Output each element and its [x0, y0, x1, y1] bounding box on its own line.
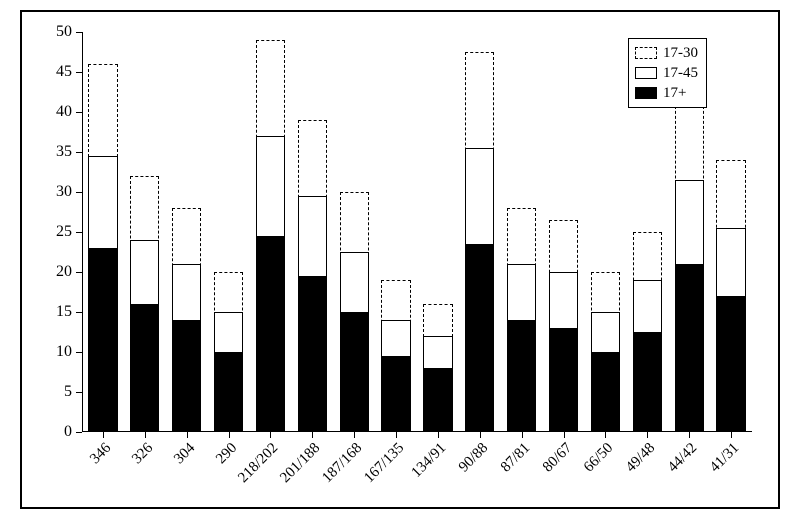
y-tick — [76, 312, 82, 313]
bar-group — [716, 32, 745, 432]
bar-v17plus — [214, 352, 243, 432]
x-tick-label: 90/88 — [456, 440, 492, 476]
x-tick — [605, 432, 606, 438]
bar-v17plus — [88, 248, 117, 432]
bar-group — [507, 32, 536, 432]
x-tick — [564, 432, 565, 438]
x-tick — [103, 432, 104, 438]
y-tick — [76, 152, 82, 153]
y-tick-label: 40 — [56, 103, 72, 121]
y-tick-label: 45 — [56, 63, 72, 81]
x-tick-label: 304 — [171, 440, 199, 468]
legend-item: 17-30 — [635, 43, 698, 63]
bar-v17plus — [381, 356, 410, 432]
x-tick-label: 80/67 — [539, 440, 575, 476]
bar-group — [340, 32, 369, 432]
x-tick-label: 49/48 — [623, 440, 659, 476]
y-tick-label: 15 — [56, 303, 72, 321]
y-tick — [76, 432, 82, 433]
legend-item: 17-45 — [635, 63, 698, 83]
x-tick-label: 66/50 — [581, 440, 617, 476]
bar-group — [88, 32, 117, 432]
y-tick — [76, 32, 82, 33]
y-tick-label: 5 — [64, 383, 72, 401]
x-tick-label: 290 — [213, 440, 241, 468]
x-tick-label: 187/168 — [319, 440, 366, 487]
x-tick — [647, 432, 648, 438]
x-tick — [731, 432, 732, 438]
y-tick — [76, 112, 82, 113]
x-tick-label: 346 — [87, 440, 115, 468]
legend-swatch — [635, 87, 657, 99]
x-tick — [187, 432, 188, 438]
x-tick — [312, 432, 313, 438]
y-tick — [76, 392, 82, 393]
chart-frame: 0 5 10 15 20 25 30 35 40 45 50 346 326 304 290218/2022… — [20, 10, 780, 509]
x-tick-label: 167/135 — [361, 440, 408, 487]
bar-v17plus — [633, 332, 662, 432]
y-tick-label: 35 — [56, 143, 72, 161]
x-tick-label: 134/91 — [408, 440, 449, 481]
y-tick-label: 50 — [56, 23, 72, 41]
x-tick-label: 201/188 — [278, 440, 325, 487]
legend: 17-3017-4517+ — [628, 38, 707, 108]
y-tick — [76, 232, 82, 233]
bar-v17plus — [675, 264, 704, 432]
x-tick — [689, 432, 690, 438]
bar-group — [591, 32, 620, 432]
plot-area: 05101520253035404550346326304290218/2022… — [82, 32, 752, 432]
y-tick — [76, 192, 82, 193]
y-tick-label: 25 — [56, 223, 72, 241]
y-axis — [82, 32, 83, 432]
bar-v17plus — [465, 244, 494, 432]
x-tick — [145, 432, 146, 438]
x-tick — [229, 432, 230, 438]
x-tick — [480, 432, 481, 438]
bar-group — [256, 32, 285, 432]
y-tick-label: 30 — [56, 183, 72, 201]
x-tick-label: 87/81 — [498, 440, 534, 476]
y-tick-label: 10 — [56, 343, 72, 361]
legend-swatch — [635, 47, 657, 59]
x-tick — [522, 432, 523, 438]
y-tick — [76, 352, 82, 353]
x-tick-label: 218/202 — [236, 440, 283, 487]
y-tick — [76, 272, 82, 273]
bar-v17plus — [340, 312, 369, 432]
x-tick-label: 41/31 — [707, 440, 743, 476]
bar-v17plus — [298, 276, 327, 432]
x-tick — [354, 432, 355, 438]
bar-v17plus — [423, 368, 452, 432]
bar-group — [423, 32, 452, 432]
x-tick — [438, 432, 439, 438]
x-tick — [396, 432, 397, 438]
bar-group — [214, 32, 243, 432]
legend-label: 17-30 — [663, 43, 698, 63]
y-tick — [76, 72, 82, 73]
bar-v17plus — [256, 236, 285, 432]
bar-group — [298, 32, 327, 432]
x-tick-label: 326 — [129, 440, 157, 468]
x-tick-label: 44/42 — [665, 440, 701, 476]
y-tick-label: 0 — [64, 423, 72, 441]
legend-label: 17+ — [663, 83, 686, 103]
bar-v17plus — [507, 320, 536, 432]
legend-swatch — [635, 67, 657, 79]
bar-group — [549, 32, 578, 432]
bar-v17plus — [591, 352, 620, 432]
bar-group — [130, 32, 159, 432]
bar-v17plus — [716, 296, 745, 432]
x-tick — [270, 432, 271, 438]
bar-v17plus — [549, 328, 578, 432]
y-tick-label: 20 — [56, 263, 72, 281]
legend-item: 17+ — [635, 83, 698, 103]
bar-group — [381, 32, 410, 432]
legend-label: 17-45 — [663, 63, 698, 83]
bar-group — [172, 32, 201, 432]
bar-v17plus — [172, 320, 201, 432]
bar-group — [465, 32, 494, 432]
bar-v17plus — [130, 304, 159, 432]
